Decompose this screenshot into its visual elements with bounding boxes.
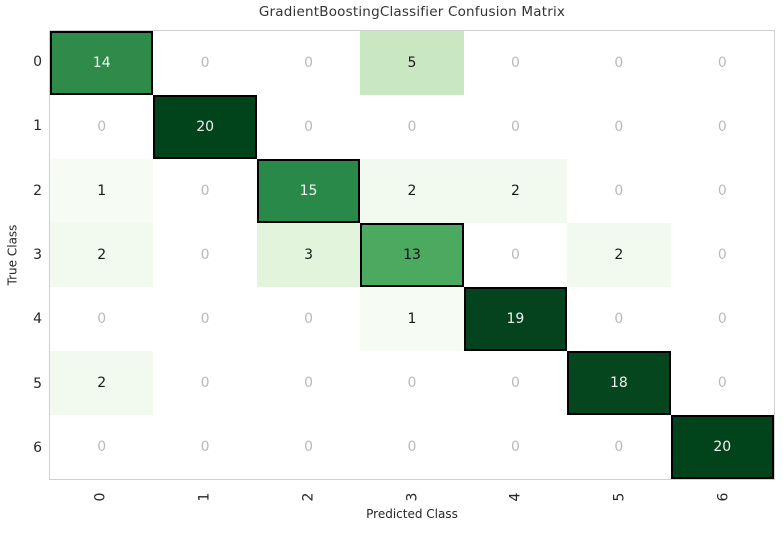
matrix-cell-r6c6: 20 bbox=[670, 415, 774, 479]
matrix-cell-r4c4: 19 bbox=[463, 287, 568, 351]
x-axis-label: Predicted Class bbox=[366, 507, 458, 521]
matrix-cell-r5c5: 18 bbox=[567, 351, 671, 415]
matrix-cell-r4c6: 0 bbox=[670, 287, 774, 351]
matrix-cell-r5c6: 0 bbox=[670, 351, 774, 415]
matrix-cell-r2c0: 1 bbox=[50, 159, 154, 223]
matrix-cell-r2c5: 0 bbox=[567, 159, 671, 223]
y-tick-label: 6 bbox=[33, 439, 42, 456]
chart-title: GradientBoostingClassifier Confusion Mat… bbox=[258, 4, 566, 20]
matrix-cell-r6c2: 0 bbox=[256, 415, 361, 479]
matrix-cell-r5c1: 0 bbox=[153, 351, 257, 415]
matrix-cell-r0c2: 0 bbox=[256, 31, 361, 95]
matrix-cell-r3c2: 3 bbox=[256, 223, 361, 287]
matrix-cell-r6c0: 0 bbox=[50, 415, 154, 479]
y-tick-label: 0 bbox=[33, 54, 42, 71]
matrix-cell-r5c3: 0 bbox=[360, 351, 464, 415]
y-tick-label: 2 bbox=[33, 182, 42, 199]
matrix-cell-r2c2: 15 bbox=[256, 159, 361, 223]
matrix-cell-r4c0: 0 bbox=[50, 287, 154, 351]
matrix-cell-r0c1: 0 bbox=[153, 31, 257, 95]
matrix-cell-r1c3: 0 bbox=[360, 95, 464, 159]
matrix-cell-r0c0: 14 bbox=[50, 31, 154, 95]
matrix-cell-r5c4: 0 bbox=[463, 351, 568, 415]
matrix-cell-r3c5: 2 bbox=[567, 223, 671, 287]
matrix-cell-r1c5: 0 bbox=[567, 95, 671, 159]
matrix-cell-r0c3: 5 bbox=[360, 31, 464, 95]
matrix-cell-r1c0: 0 bbox=[50, 95, 154, 159]
matrix-cell-r3c1: 0 bbox=[153, 223, 257, 287]
matrix-cell-r5c0: 2 bbox=[50, 351, 154, 415]
matrix-cell-r6c5: 0 bbox=[567, 415, 671, 479]
matrix-cell-r1c6: 0 bbox=[670, 95, 774, 159]
matrix-cell-r4c3: 1 bbox=[360, 287, 464, 351]
matrix-cell-r1c4: 0 bbox=[463, 95, 568, 159]
matrix-cell-r3c4: 0 bbox=[463, 223, 568, 287]
matrix-cell-r0c5: 0 bbox=[567, 31, 671, 95]
y-tick-label: 4 bbox=[33, 311, 42, 328]
matrix-cell-r0c6: 0 bbox=[670, 31, 774, 95]
matrix-cell-r3c6: 0 bbox=[670, 223, 774, 287]
matrix-cell-r1c2: 0 bbox=[256, 95, 361, 159]
matrix-cell-r4c5: 0 bbox=[567, 287, 671, 351]
matrix-cell-r6c1: 0 bbox=[153, 415, 257, 479]
matrix-cell-r2c1: 0 bbox=[153, 159, 257, 223]
matrix-cell-r3c3: 13 bbox=[360, 223, 464, 287]
heatmap-grid: 14 0 0 5 0 0 0 0 20 0 0 0 0 0 1 0 15 2 2 0 0 2 0 3 13 0 2 0 0 0 0 1 19 0 0… bbox=[49, 30, 775, 480]
matrix-cell-r2c6: 0 bbox=[670, 159, 774, 223]
matrix-cell-r5c2: 0 bbox=[256, 351, 361, 415]
y-tick-label: 5 bbox=[33, 375, 42, 392]
matrix-cell-r0c4: 0 bbox=[463, 31, 568, 95]
matrix-cell-r6c4: 0 bbox=[463, 415, 568, 479]
matrix-cell-r4c2: 0 bbox=[256, 287, 361, 351]
matrix-cell-r3c0: 2 bbox=[50, 223, 154, 287]
matrix-cell-r2c4: 2 bbox=[463, 159, 568, 223]
y-tick-label: 1 bbox=[33, 118, 42, 135]
y-tick-label: 3 bbox=[33, 246, 42, 263]
matrix-cell-r4c1: 0 bbox=[153, 287, 257, 351]
matrix-cell-r6c3: 0 bbox=[360, 415, 464, 479]
y-tick-column: 0 1 2 3 4 5 6 bbox=[0, 30, 42, 480]
matrix-cell-r1c1: 20 bbox=[153, 95, 257, 159]
matrix-cell-r2c3: 2 bbox=[360, 159, 464, 223]
